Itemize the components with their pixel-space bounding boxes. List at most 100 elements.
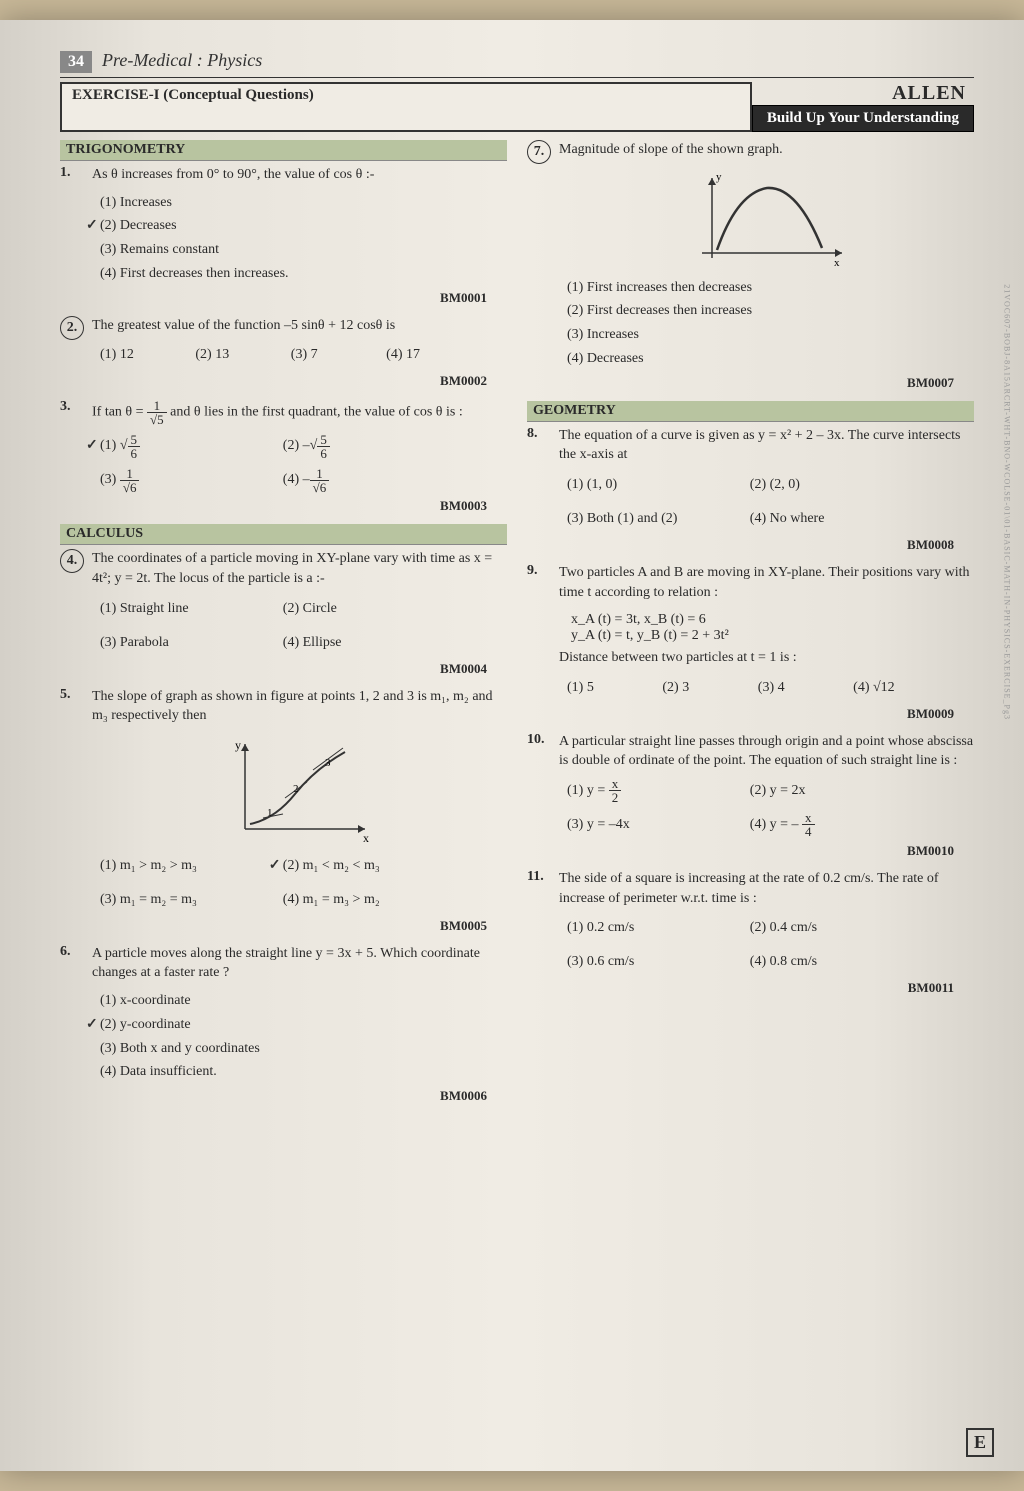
q9-equations: x_A (t) = 3t, x_B (t) = 6 y_A (t) = t, y…	[559, 608, 974, 648]
q2-opt2: (2) 13	[195, 341, 276, 369]
section-calc: CALCULUS	[60, 524, 507, 545]
q9-code: BM0009	[527, 706, 954, 722]
q8-opt4: (4) No where	[750, 505, 913, 533]
section-geom: GEOMETRY	[527, 401, 974, 422]
q1-text: As θ increases from 0° to 90°, the value…	[92, 165, 507, 185]
left-column: TRIGONOMETRY 1. As θ increases from 0° t…	[60, 140, 507, 1114]
q3-opt1: (1) √56	[100, 432, 263, 460]
svg-text:y: y	[235, 738, 241, 752]
q7-code: BM0007	[527, 375, 954, 391]
q7-text: Magnitude of slope of the shown graph.	[559, 140, 974, 160]
question-10: 10. A particular straight line passes th…	[527, 732, 974, 839]
q11-opt4: (4) 0.8 cm/s	[750, 948, 913, 976]
q9-opt4: (4) √12	[853, 674, 934, 702]
q9-text2: Distance between two particles at t = 1 …	[559, 648, 974, 668]
q10-opt2: (2) y = 2x	[750, 777, 913, 805]
q4-options: (1) Straight line (2) Circle (3) Parabol…	[92, 595, 507, 657]
q3-opt4: (4) –1√6	[283, 466, 446, 494]
question-8: 8. The equation of a curve is given as y…	[527, 426, 974, 533]
question-3: 3. If tan θ = 1√5 and θ lies in the firs…	[60, 399, 507, 494]
q7-opt4: (4) Decreases	[567, 347, 974, 371]
q5-graph: y x 1 2 3	[225, 734, 375, 844]
q10-num: 10.	[527, 732, 559, 839]
q8-opt1: (1) (1, 0)	[567, 471, 730, 499]
brand-logo: ALLEN	[884, 82, 974, 105]
q2-opt3: (3) 7	[291, 341, 372, 369]
page: 34 Pre-Medical : Physics EXERCISE-I (Con…	[0, 20, 1024, 1471]
q7-opt2: (2) First decreases then increases	[567, 299, 974, 323]
q11-options: (1) 0.2 cm/s (2) 0.4 cm/s (3) 0.6 cm/s (…	[559, 914, 974, 976]
q11-opt2: (2) 0.4 cm/s	[750, 914, 913, 942]
header: 34 Pre-Medical : Physics	[60, 50, 974, 73]
header-rule	[60, 77, 974, 78]
q10-opt4: (4) y = – x4	[750, 811, 913, 839]
footer-e: E	[966, 1428, 994, 1457]
q11-opt3: (3) 0.6 cm/s	[567, 948, 730, 976]
q7-graph: y x	[682, 168, 852, 268]
q3-options: (1) √56 (2) –√56 (3) 1√6 (4) –1√6	[92, 432, 507, 494]
q7-num: 7.	[527, 140, 551, 164]
q2-text: The greatest value of the function –5 si…	[92, 316, 507, 336]
q11-text: The side of a square is increasing at th…	[559, 869, 974, 908]
q1-opt1: (1) Increases	[100, 191, 507, 215]
q8-opt2: (2) (2, 0)	[750, 471, 913, 499]
q6-text: A particle moves along the straight line…	[92, 944, 507, 983]
exercise-label: EXERCISE-I (Conceptual Questions)	[60, 82, 752, 132]
question-1: 1. As θ increases from 0° to 90°, the va…	[60, 165, 507, 286]
q9-options: (1) 5 (2) 3 (3) 4 (4) √12	[559, 674, 974, 702]
question-5: 5. The slope of graph as shown in figure…	[60, 687, 507, 914]
q8-opt3: (3) Both (1) and (2)	[567, 505, 730, 533]
question-6: 6. A particle moves along the straight l…	[60, 944, 507, 1084]
q10-text: A particular straight line passes throug…	[559, 732, 974, 771]
svg-text:x: x	[363, 831, 369, 844]
q10-opt3: (3) y = –4x	[567, 811, 730, 839]
q5-num: 5.	[60, 687, 92, 914]
q9-opt1: (1) 5	[567, 674, 648, 702]
q4-opt3: (3) Parabola	[100, 629, 263, 657]
q9-num: 9.	[527, 563, 559, 702]
build-label: Build Up Your Understanding	[752, 105, 974, 132]
q2-opt4: (4) 17	[386, 341, 467, 369]
question-4: 4. The coordinates of a particle moving …	[60, 549, 507, 656]
q7-opt3: (3) Increases	[567, 323, 974, 347]
q3-text-a: If tan θ =	[92, 405, 147, 420]
content-columns: TRIGONOMETRY 1. As θ increases from 0° t…	[60, 140, 974, 1114]
q1-opt3: (3) Remains constant	[100, 238, 507, 262]
q6-opt3: (3) Both x and y coordinates	[100, 1037, 507, 1061]
q10-options: (1) y = x2 (2) y = 2x (3) y = –4x (4) y …	[559, 777, 974, 839]
q4-opt1: (1) Straight line	[100, 595, 263, 623]
q4-num: 4.	[60, 549, 84, 573]
q9-opt3: (3) 4	[758, 674, 839, 702]
question-7: 7. Magnitude of slope of the shown graph…	[527, 140, 974, 371]
q5-text: The slope of graph as shown in figure at…	[92, 687, 507, 726]
q3-opt2: (2) –√56	[283, 432, 446, 460]
q5-opt3: (3) m₁ = m₂ = m₃	[100, 886, 263, 914]
q6-opt1: (1) x-coordinate	[100, 989, 507, 1013]
q9-eq2: y_A (t) = t, y_B (t) = 2 + 3t²	[571, 628, 974, 644]
q1-code: BM0001	[60, 290, 487, 306]
q10-opt1: (1) y = x2	[567, 777, 730, 805]
q5-options: (1) m₁ > m₂ > m₃ (2) m₁ < m₂ < m₃ (3) m₁…	[92, 852, 507, 914]
q3-code: BM0003	[60, 498, 487, 514]
q11-num: 11.	[527, 869, 559, 976]
q4-opt4: (4) Ellipse	[283, 629, 446, 657]
q9-opt2: (2) 3	[662, 674, 743, 702]
q5-opt1: (1) m₁ > m₂ > m₃	[100, 852, 263, 880]
q5-opt4: (4) m₁ = m₃ > m₂	[283, 886, 446, 914]
q7-opt1: (1) First increases then decreases	[567, 276, 974, 300]
q8-num: 8.	[527, 426, 559, 533]
question-2: 2. The greatest value of the function –5…	[60, 316, 507, 370]
q5-opt2: (2) m₁ < m₂ < m₃	[283, 852, 446, 880]
q3-fraction: 1√5	[147, 399, 167, 426]
q8-options: (1) (1, 0) (2) (2, 0) (3) Both (1) and (…	[559, 471, 974, 533]
q1-options: (1) Increases (2) Decreases (3) Remains …	[92, 191, 507, 286]
q6-opt4: (4) Data insufficient.	[100, 1060, 507, 1084]
q3-text-b: and θ lies in the first quadrant, the va…	[170, 405, 463, 420]
q2-code: BM0002	[60, 373, 487, 389]
svg-text:y: y	[716, 171, 722, 183]
q9-text: Two particles A and B are moving in XY-p…	[559, 563, 974, 602]
q1-opt4: (4) First decreases then increases.	[100, 262, 507, 286]
q11-code: BM0011	[527, 980, 954, 996]
q6-options: (1) x-coordinate (2) y-coordinate (3) Bo…	[92, 989, 507, 1084]
subject-title: Pre-Medical : Physics	[102, 50, 262, 71]
